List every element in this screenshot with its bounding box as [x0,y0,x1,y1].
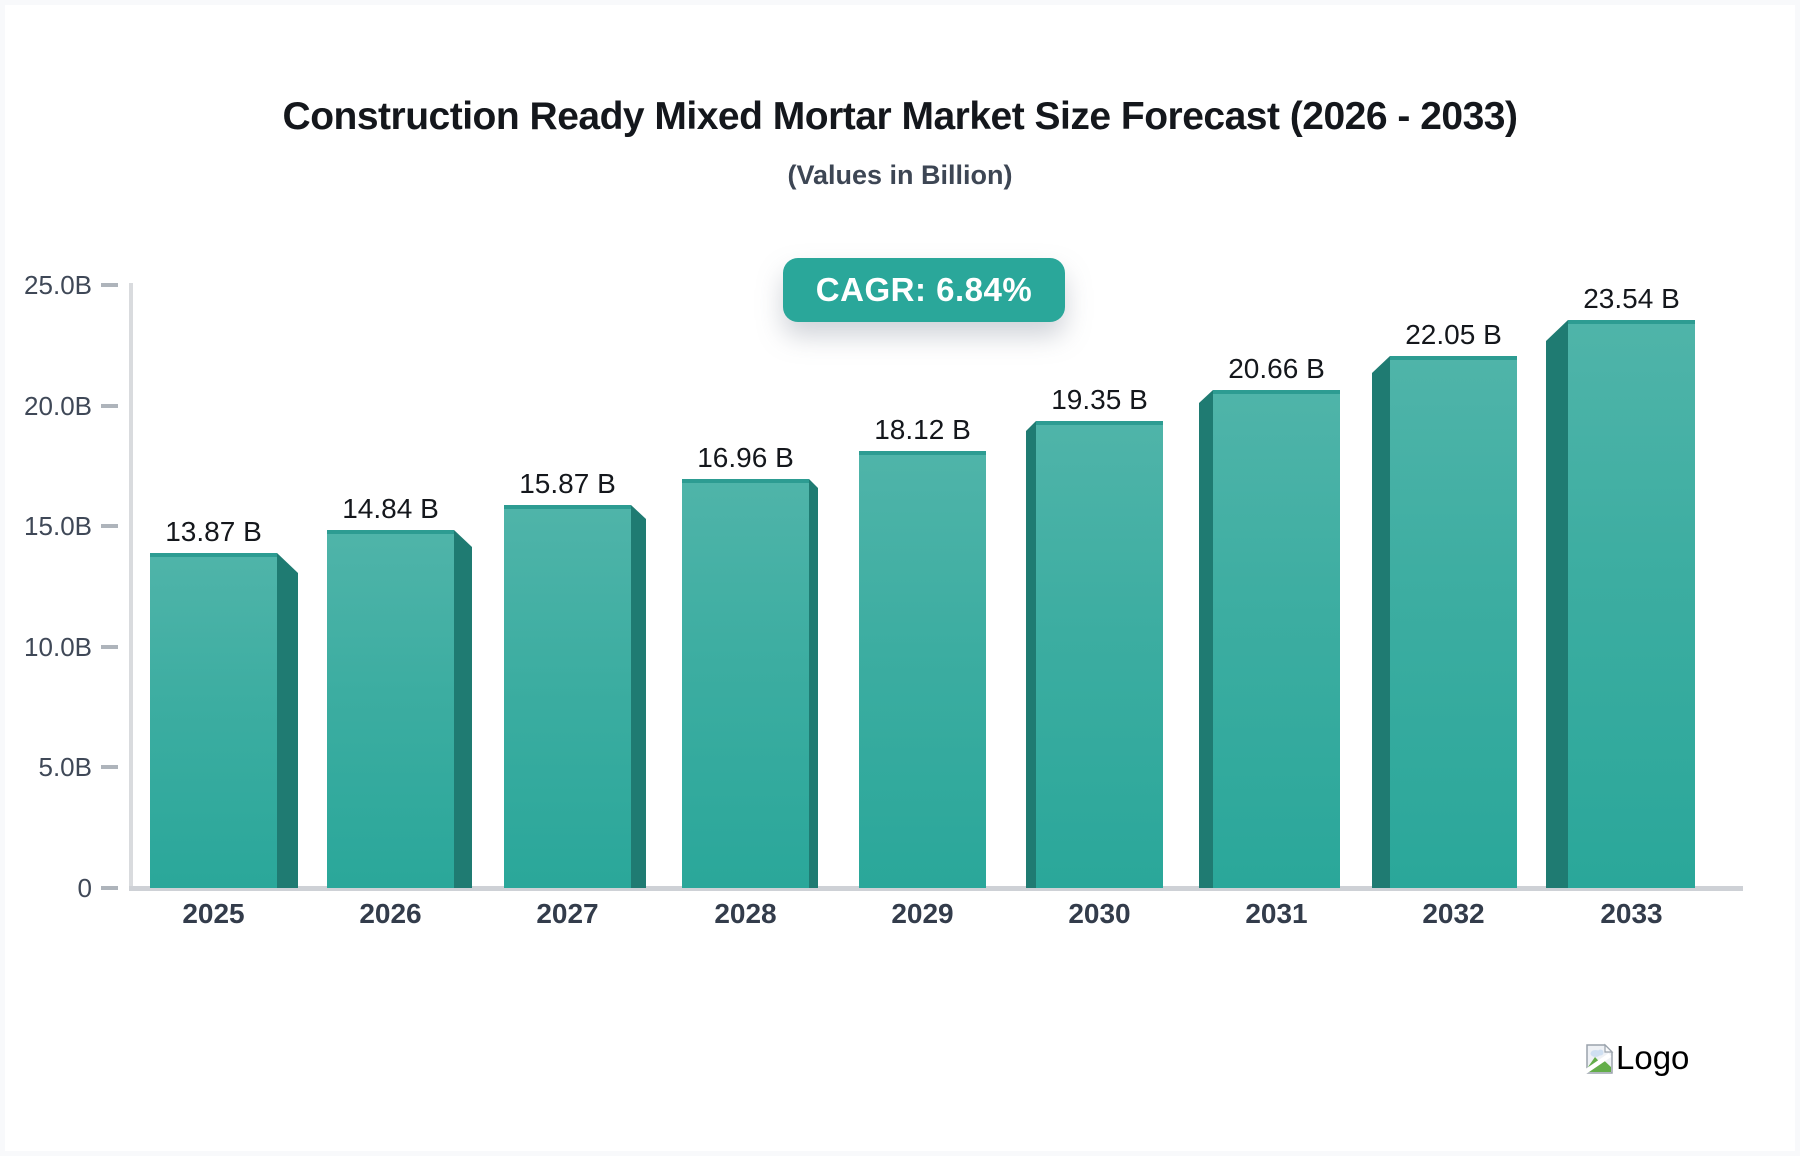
y-axis-label: 25.0B [24,270,92,300]
bar-value-label: 22.05 B [1405,319,1502,350]
bar-2031 [1213,390,1340,888]
x-axis-label: 2033 [1600,898,1663,929]
y-axis-tick [101,765,118,770]
y-axis-label: 15.0B [24,511,92,542]
bar-side-3d [454,530,472,888]
y-axis-tick [101,403,118,408]
y-axis-label: 20.0B [24,390,92,421]
bar-value-label: 23.54 B [1583,283,1680,314]
x-axis-label: 2027 [536,898,599,929]
y-axis-tick [101,283,118,287]
x-axis-label: 2030 [1068,898,1131,929]
bar-2030 [1036,421,1163,888]
bar-value-label: 15.87 B [519,468,616,499]
y-axis-tick [101,644,118,649]
bar-side-3d [277,553,298,888]
x-axis-label: 2032 [1422,898,1485,929]
y-axis-label: 0 [77,873,92,903]
bar-2032 [1390,356,1517,888]
logo-alt-text: Logo [1616,1039,1690,1076]
bar-value-label: 16.96 B [697,442,794,473]
x-axis-label: 2025 [182,898,245,929]
y-axis-line [129,283,133,888]
bar-2029 [859,451,986,888]
x-axis-line [129,886,1743,891]
bar-value-label: 19.35 B [1051,384,1148,415]
chart-title: Construction Ready Mixed Mortar Market S… [282,95,1518,138]
chart-subtitle: (Values in Billion) [787,160,1013,190]
bar-side-3d [631,505,646,888]
y-axis-tick [101,524,118,529]
y-axis-label: 10.0B [24,631,92,662]
logo: Logo [1583,1038,1689,1078]
bar-value-label: 20.66 B [1228,353,1325,384]
bar-2026 [327,530,454,888]
x-axis-label: 2026 [359,898,422,929]
bar-side-3d [1199,390,1213,888]
broken-image-icon [1583,1043,1614,1074]
bar-value-label: 14.84 B [342,493,439,524]
bar-2025 [150,553,277,888]
bar-2028 [682,479,809,888]
cagr-badge: CAGR: 6.84% [783,258,1065,322]
bar-2033 [1568,320,1695,888]
bar-side-3d [1026,421,1036,888]
bar-side-3d [1546,320,1568,888]
bar-2027 [504,505,631,888]
bar-side-3d [809,479,818,888]
y-axis-label: 5.0B [38,752,93,783]
y-axis-tick [101,886,118,890]
x-axis-label: 2029 [891,898,954,929]
bar-value-label: 13.87 B [165,516,262,547]
bar-value-label: 18.12 B [874,414,971,445]
bar-side-3d [1372,356,1390,888]
x-axis-label: 2028 [714,898,777,929]
x-axis-label: 2031 [1245,898,1308,929]
